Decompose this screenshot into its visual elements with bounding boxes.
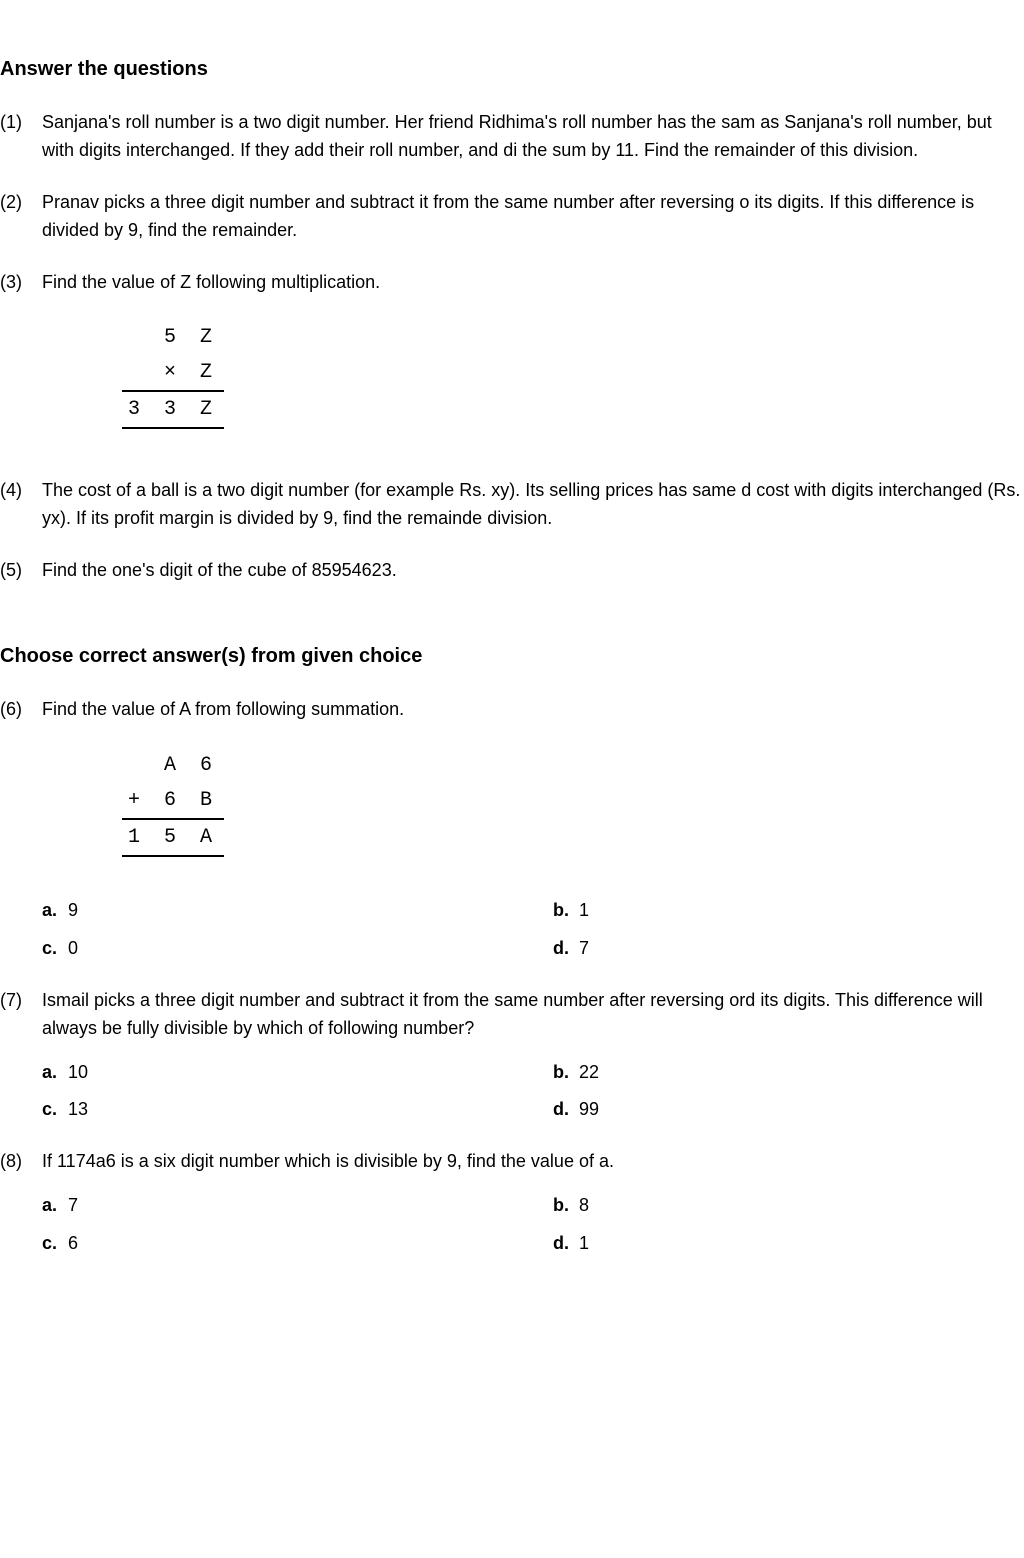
choice-d: d. 1 — [553, 1230, 1024, 1258]
question-4-text: The cost of a ball is a two digit number… — [42, 477, 1024, 533]
question-3: (3) Find the value of Z following multip… — [0, 269, 1024, 454]
choice-a-text: 9 — [68, 897, 78, 925]
choice-a: a. 7 — [42, 1192, 513, 1220]
choice-a: a. 9 — [42, 897, 513, 925]
question-7-choices: a. 10 b. 22 c. 13 d. 99 — [42, 1059, 1024, 1125]
question-6: (6) Find the value of A from following s… — [0, 696, 1024, 963]
question-3-number: (3) — [0, 269, 42, 454]
question-6-choices: a. 9 b. 1 c. 0 d. 7 — [42, 897, 1024, 963]
choice-b-label: b. — [553, 1192, 579, 1220]
choice-d: d. 99 — [553, 1096, 1024, 1124]
question-8: (8) If 1174a6 is a six digit number whic… — [0, 1148, 1024, 1258]
choice-c: c. 6 — [42, 1230, 513, 1258]
question-2-number: (2) — [0, 189, 42, 245]
worksheet-page: Answer the questions (1) Sanjana's roll … — [0, 0, 1024, 1558]
question-5: (5) Find the one's digit of the cube of … — [0, 557, 1024, 585]
section-1-heading: Answer the questions — [0, 58, 1024, 81]
question-8-choices: a. 7 b. 8 c. 6 d. 1 — [42, 1192, 1024, 1258]
question-1-text: Sanjana's roll number is a two digit num… — [42, 109, 1024, 165]
question-5-number: (5) — [0, 557, 42, 585]
choice-a-label: a. — [42, 1059, 68, 1087]
math-row-3: 3 3 Z — [122, 390, 224, 429]
choice-c-label: c. — [42, 935, 68, 963]
choice-c-text: 0 — [68, 935, 78, 963]
question-1-number: (1) — [0, 109, 42, 165]
question-2-text: Pranav picks a three digit number and su… — [42, 189, 1024, 245]
math-row-1: A 6 — [122, 748, 224, 783]
math-row-3: 1 5 A — [122, 818, 224, 857]
choice-b: b. 1 — [553, 897, 1024, 925]
question-7-text: Ismail picks a three digit number and su… — [42, 987, 1024, 1043]
choice-d-label: d. — [553, 1230, 579, 1258]
question-1: (1) Sanjana's roll number is a two digit… — [0, 109, 1024, 165]
choice-d: d. 7 — [553, 935, 1024, 963]
choice-b-text: 8 — [579, 1192, 589, 1220]
choice-c: c. 13 — [42, 1096, 513, 1124]
choice-c-label: c. — [42, 1230, 68, 1258]
question-8-text: If 1174a6 is a six digit number which is… — [42, 1148, 1024, 1176]
choice-c-text: 6 — [68, 1230, 78, 1258]
question-2: (2) Pranav picks a three digit number an… — [0, 189, 1024, 245]
choice-d-label: d. — [553, 1096, 579, 1124]
choice-d-label: d. — [553, 935, 579, 963]
math-row-1: 5 Z — [122, 320, 224, 355]
choice-b-label: b. — [553, 897, 579, 925]
choice-c-text: 13 — [68, 1096, 88, 1124]
choice-b-label: b. — [553, 1059, 579, 1087]
math-row-2: × Z — [122, 355, 224, 390]
choice-b: b. 8 — [553, 1192, 1024, 1220]
choice-a: a. 10 — [42, 1059, 513, 1087]
question-4-number: (4) — [0, 477, 42, 533]
choice-b: b. 22 — [553, 1059, 1024, 1087]
question-8-number: (8) — [0, 1148, 42, 1258]
question-6-math: A 6 + 6 B 1 5 A — [122, 748, 224, 857]
choice-d-text: 1 — [579, 1230, 589, 1258]
question-7: (7) Ismail picks a three digit number an… — [0, 987, 1024, 1125]
section-2-heading: Choose correct answer(s) from given choi… — [0, 645, 1024, 668]
choice-b-text: 22 — [579, 1059, 599, 1087]
question-6-text: Find the value of A from following summa… — [42, 696, 1024, 724]
question-6-number: (6) — [0, 696, 42, 963]
question-4: (4) The cost of a ball is a two digit nu… — [0, 477, 1024, 533]
question-3-text: Find the value of Z following multiplica… — [42, 269, 1024, 297]
question-5-text: Find the one's digit of the cube of 8595… — [42, 557, 1024, 585]
choice-d-text: 7 — [579, 935, 589, 963]
choice-c: c. 0 — [42, 935, 513, 963]
choice-a-text: 10 — [68, 1059, 88, 1087]
choice-a-label: a. — [42, 1192, 68, 1220]
question-3-math: 5 Z × Z 3 3 Z — [122, 320, 224, 429]
choice-b-text: 1 — [579, 897, 589, 925]
question-7-number: (7) — [0, 987, 42, 1125]
choice-d-text: 99 — [579, 1096, 599, 1124]
math-row-2: + 6 B — [122, 783, 224, 818]
choice-a-text: 7 — [68, 1192, 78, 1220]
choice-c-label: c. — [42, 1096, 68, 1124]
choice-a-label: a. — [42, 897, 68, 925]
